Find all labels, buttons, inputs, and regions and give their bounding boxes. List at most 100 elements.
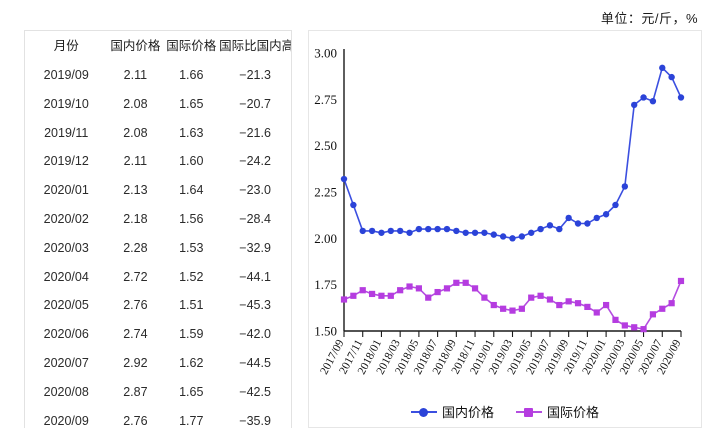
data-point-international[interactable] [500,305,507,312]
column-header-international-price: 国际价格 [166,39,217,53]
y-axis-tick-label: 2.00 [314,231,337,246]
data-point-domestic[interactable] [378,229,385,236]
data-point-international[interactable] [509,307,516,314]
table-row: 2019/11 2.08 1.63 −21.6 [25,119,291,148]
data-point-international[interactable] [434,288,441,296]
y-axis-tick-label: 1.50 [314,324,337,339]
data-point-domestic[interactable] [584,220,591,227]
cell-international-price: 1.56 [179,211,204,226]
data-point-domestic[interactable] [471,229,479,236]
data-point-domestic[interactable] [677,94,685,101]
data-point-domestic[interactable] [556,225,563,233]
data-point-international[interactable] [340,296,348,303]
data-point-international[interactable] [425,294,432,301]
data-point-domestic[interactable] [462,229,469,236]
data-point-domestic[interactable] [518,233,526,240]
data-point-international[interactable] [584,303,591,311]
data-point-international[interactable] [368,290,376,298]
data-point-domestic[interactable] [640,94,647,101]
data-point-international[interactable] [350,292,357,299]
data-point-international[interactable] [621,322,628,329]
data-point-international[interactable] [593,309,600,316]
data-point-international[interactable] [565,298,572,305]
data-point-domestic[interactable] [509,235,516,242]
data-point-international[interactable] [612,316,619,323]
cell-month: 2020/05 [43,298,89,313]
data-point-international[interactable] [378,292,385,299]
data-point-international[interactable] [668,300,675,307]
data-point-international[interactable] [471,285,479,292]
data-point-international[interactable] [518,305,525,312]
data-point-domestic[interactable] [668,73,675,81]
data-point-domestic[interactable] [387,227,395,235]
data-point-international[interactable] [546,296,554,303]
data-point-domestic[interactable] [602,211,610,218]
data-point-domestic[interactable] [359,227,366,235]
series-line-international [343,280,682,331]
data-point-international[interactable] [574,300,582,307]
cell-domestic-price: 2.11 [123,154,148,169]
data-point-domestic[interactable] [593,214,600,222]
data-point-international[interactable] [677,277,685,285]
cell-international-price: 1.66 [179,68,204,82]
y-axis-tick-label: 2.75 [314,92,337,107]
data-point-international[interactable] [406,283,413,290]
data-point-international[interactable] [659,305,666,312]
data-point-domestic[interactable] [528,229,535,236]
data-point-domestic[interactable] [621,183,629,190]
chart-series-group [340,64,685,333]
legend-item-international[interactable]: 国际价格 [516,402,599,421]
data-point-domestic[interactable] [649,97,657,105]
legend-item-domestic[interactable]: 国内价格 [410,402,494,421]
cell-international-price: 1.64 [179,183,204,198]
cell-price-gap: −45.3 [239,298,271,313]
data-point-domestic[interactable] [565,214,572,222]
data-point-international[interactable] [415,285,422,292]
data-point-international[interactable] [631,324,638,331]
data-point-international[interactable] [537,292,544,299]
cell-month: 2020/09 [43,413,89,428]
cell-domestic-price: 2.76 [123,413,148,428]
cell-month: 2020/01 [43,183,89,198]
data-point-domestic[interactable] [574,220,582,227]
data-point-international[interactable] [359,287,366,294]
data-point-international[interactable] [462,279,469,286]
table-row: 2020/02 2.18 1.56 −28.4 [25,205,291,234]
data-point-domestic[interactable] [396,227,404,235]
data-point-domestic[interactable] [434,225,441,233]
data-point-international[interactable] [481,294,488,301]
data-point-domestic[interactable] [630,101,638,109]
data-point-international[interactable] [556,301,563,309]
y-axis: 1.50 1.75 2.00 2.25 2.50 2.75 3.00 [314,46,345,339]
table-row: 2020/01 2.13 1.64 −23.0 [25,176,291,205]
data-point-international[interactable] [640,326,647,333]
cell-price-gap: −21.3 [239,68,271,82]
data-point-domestic[interactable] [415,225,423,233]
data-point-domestic[interactable] [453,227,460,235]
data-point-domestic[interactable] [481,229,488,236]
data-point-domestic[interactable] [537,225,544,233]
data-point-international[interactable] [490,301,497,309]
data-point-domestic[interactable] [406,229,413,236]
legend-label-international: 国际价格 [547,405,600,420]
cell-domestic-price: 2.08 [123,125,148,140]
data-point-domestic[interactable] [340,175,348,183]
data-point-international[interactable] [397,287,404,294]
data-point-domestic[interactable] [350,201,357,209]
data-point-international[interactable] [453,279,460,286]
data-point-domestic[interactable] [499,233,507,240]
data-point-domestic[interactable] [612,201,619,209]
data-point-international[interactable] [528,294,535,301]
data-point-international[interactable] [603,301,610,309]
data-point-domestic[interactable] [659,64,666,72]
data-point-domestic[interactable] [368,227,376,235]
data-point-domestic[interactable] [546,222,554,229]
table-row: 2019/10 2.08 1.65 −20.7 [25,90,291,119]
data-point-international[interactable] [387,292,394,299]
data-point-domestic[interactable] [425,225,432,233]
data-point-domestic[interactable] [443,225,451,233]
data-point-international[interactable] [649,311,657,318]
column-header-domestic-price: 国内价格 [110,39,161,53]
data-point-international[interactable] [443,285,451,292]
data-point-domestic[interactable] [490,231,497,238]
